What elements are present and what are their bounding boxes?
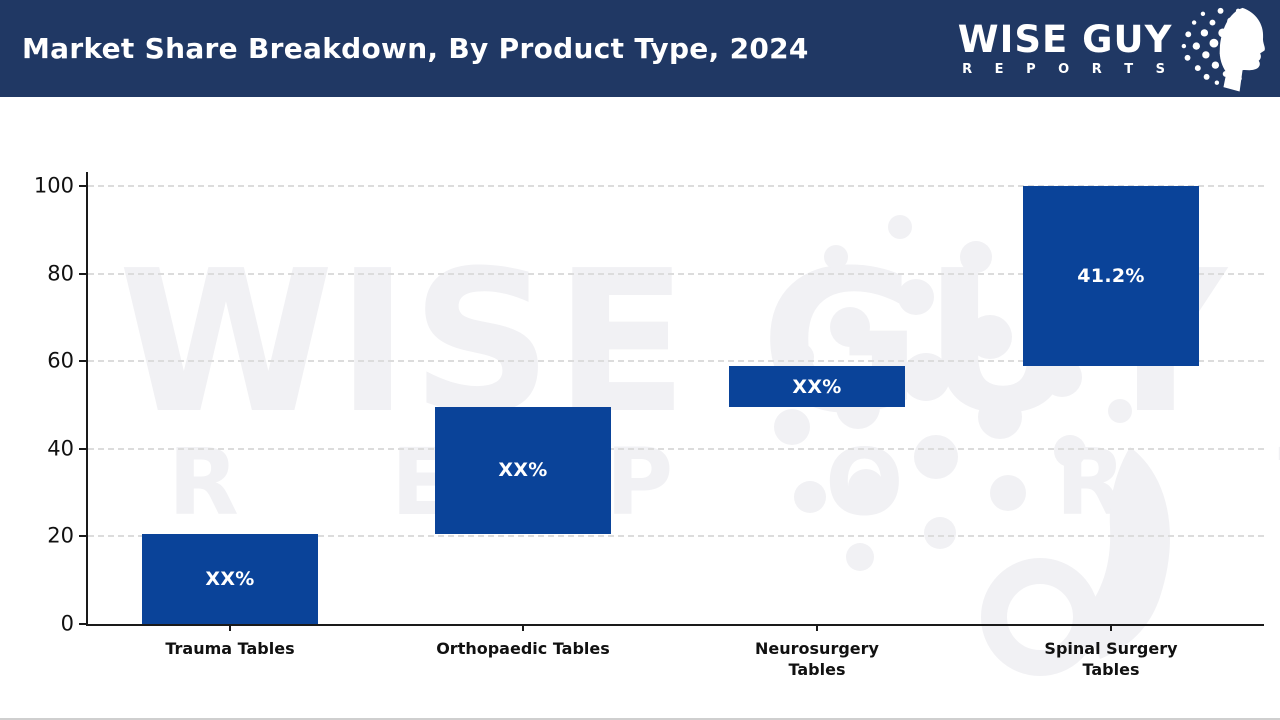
- brand-logo: WISE GUY R E P O R T S: [956, 4, 1268, 94]
- y-axis-tick: [79, 535, 87, 538]
- bar-spinal-surgery-tables: 41.2%: [1023, 186, 1199, 367]
- gridline-40: [88, 447, 1264, 450]
- y-axis-tick: [79, 360, 87, 363]
- watermark-subtext: R E P O R T S: [168, 429, 1280, 536]
- y-axis-tick: [79, 185, 87, 187]
- brand-name: WISE GUY: [957, 18, 1173, 62]
- header-band: Market Share Breakdown, By Product Type,…: [0, 0, 1280, 97]
- y-axis-tick-label: 80: [47, 261, 74, 286]
- bar-trauma-tables: XX%: [142, 533, 318, 624]
- x-axis-tick: [1110, 624, 1112, 631]
- x-axis-tick: [816, 624, 818, 631]
- x-axis-category-label: Spinal Surgery Tables: [1044, 639, 1178, 679]
- bar-neurosurgery-tables: XX%: [729, 366, 905, 408]
- gridline-60: [88, 360, 1264, 363]
- brand-face-icon: [1181, 7, 1265, 92]
- gridline-100: [88, 185, 1264, 187]
- y-axis-line: [86, 172, 88, 626]
- x-axis-tick: [229, 624, 231, 631]
- bar-value-label: 41.2%: [1077, 265, 1145, 288]
- y-axis-tick: [79, 447, 87, 450]
- x-axis-category-label: Trauma Tables: [165, 639, 295, 658]
- watermark-face-dots-icon: [774, 211, 1170, 676]
- x-axis-category-label: Neurosurgery Tables: [755, 639, 879, 679]
- bar-value-label: XX%: [498, 459, 548, 482]
- x-axis-category-label: Orthopaedic Tables: [436, 639, 610, 658]
- y-axis-tick-label: 0: [60, 611, 74, 636]
- y-axis-tick: [79, 623, 87, 625]
- brand-logo-text: WISE GUY R E P O R T S: [956, 18, 1174, 77]
- bar-orthopaedic-tables: XX%: [435, 407, 611, 534]
- y-axis-tick-label: 60: [47, 348, 74, 373]
- y-axis-tick-label: 20: [47, 523, 74, 548]
- bar-value-label: XX%: [792, 375, 842, 398]
- x-axis-tick: [522, 624, 524, 631]
- y-axis-tick-label: 40: [47, 436, 74, 461]
- y-axis-tick: [79, 272, 87, 275]
- bar-value-label: XX%: [205, 567, 255, 590]
- x-axis-line: [88, 624, 1264, 626]
- brand-subtitle: R E P O R T S: [962, 61, 1174, 77]
- y-axis-tick-label: 100: [33, 173, 74, 198]
- chart-title: Market Share Breakdown, By Product Type,…: [22, 32, 809, 65]
- gridline-20: [88, 535, 1264, 538]
- gridline-80: [88, 272, 1264, 275]
- chart-body: WISE GUY R E P O R T S 020406080100XX%Tr…: [0, 97, 1280, 718]
